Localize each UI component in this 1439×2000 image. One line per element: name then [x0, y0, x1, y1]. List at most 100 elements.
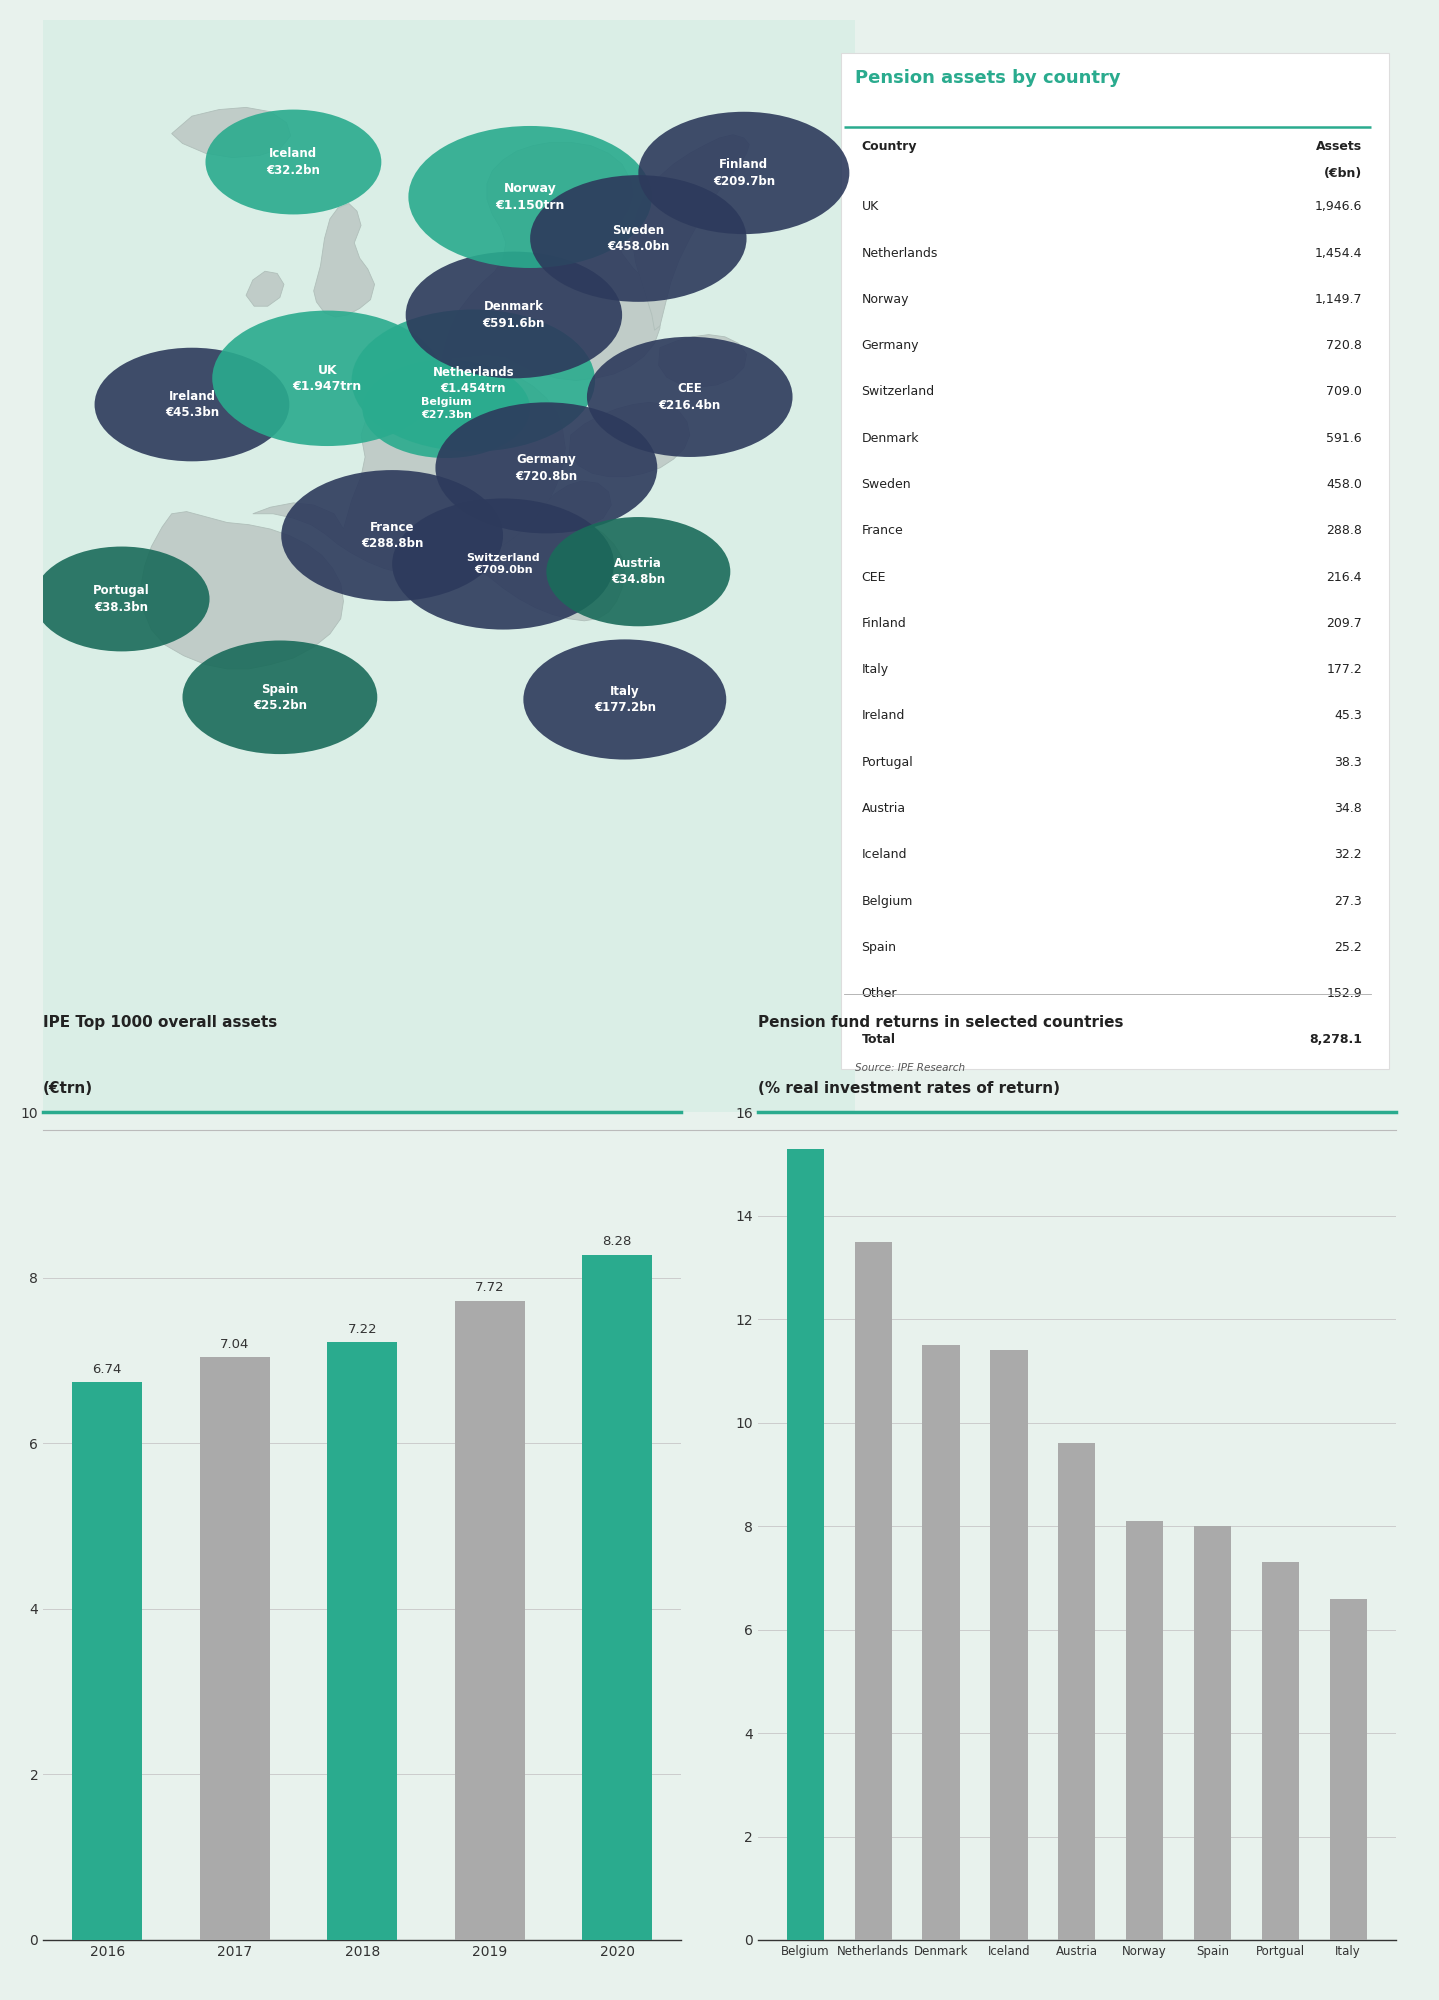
- Text: 32.2: 32.2: [1334, 848, 1361, 862]
- Polygon shape: [314, 204, 374, 318]
- Text: Ireland
€45.3bn: Ireland €45.3bn: [165, 390, 219, 420]
- Bar: [1330, 1598, 1367, 1940]
- Ellipse shape: [639, 112, 849, 234]
- Text: 288.8: 288.8: [1327, 524, 1361, 538]
- Text: 177.2: 177.2: [1327, 664, 1361, 676]
- Text: France
€288.8bn: France €288.8bn: [361, 520, 423, 550]
- Text: Sweden: Sweden: [862, 478, 911, 490]
- Polygon shape: [633, 134, 750, 330]
- Text: CEE
€216.4bn: CEE €216.4bn: [659, 382, 721, 412]
- Bar: [1194, 1526, 1232, 1940]
- Text: 458.0: 458.0: [1327, 478, 1361, 490]
- Ellipse shape: [393, 498, 614, 630]
- Text: 38.3: 38.3: [1334, 756, 1361, 768]
- Bar: [455, 1302, 525, 1940]
- Text: Iceland: Iceland: [862, 848, 907, 862]
- Text: Source: IPE Research: Source: IPE Research: [855, 1064, 966, 1074]
- Ellipse shape: [281, 470, 504, 602]
- Polygon shape: [246, 272, 283, 306]
- Bar: [200, 1358, 269, 1940]
- Ellipse shape: [95, 348, 289, 462]
- Text: Norway
€1.150trn: Norway €1.150trn: [495, 182, 566, 212]
- Text: 34.8: 34.8: [1334, 802, 1361, 814]
- Text: 216.4: 216.4: [1327, 570, 1361, 584]
- Text: 1,149.7: 1,149.7: [1314, 292, 1361, 306]
- Text: 209.7: 209.7: [1327, 616, 1361, 630]
- Text: IPE Top 1000 overall assets: IPE Top 1000 overall assets: [43, 1014, 278, 1030]
- Text: Ireland: Ireland: [862, 710, 905, 722]
- Text: Other: Other: [862, 988, 896, 1000]
- Text: 152.9: 152.9: [1327, 988, 1361, 1000]
- Polygon shape: [570, 402, 689, 476]
- Text: Netherlands
€1.454trn: Netherlands €1.454trn: [433, 366, 514, 396]
- Text: 591.6: 591.6: [1327, 432, 1361, 444]
- Ellipse shape: [436, 402, 658, 534]
- Text: Italy
€177.2bn: Italy €177.2bn: [594, 684, 656, 714]
- Bar: [922, 1346, 960, 1940]
- Text: Norway: Norway: [862, 292, 909, 306]
- Ellipse shape: [524, 640, 727, 760]
- Ellipse shape: [351, 310, 596, 452]
- Text: UK
€1.947trn: UK €1.947trn: [292, 364, 361, 394]
- FancyBboxPatch shape: [43, 20, 855, 1112]
- Bar: [1125, 1522, 1163, 1940]
- Text: 1,946.6: 1,946.6: [1315, 200, 1361, 214]
- Text: Switzerland: Switzerland: [862, 386, 935, 398]
- Bar: [1262, 1562, 1299, 1940]
- Text: 720.8: 720.8: [1327, 340, 1361, 352]
- Text: Iceland
€32.2bn: Iceland €32.2bn: [266, 148, 321, 176]
- Text: Denmark: Denmark: [862, 432, 920, 444]
- Text: 45.3: 45.3: [1334, 710, 1361, 722]
- Polygon shape: [253, 366, 566, 574]
- Text: Switzerland
€709.0bn: Switzerland €709.0bn: [466, 552, 540, 576]
- Text: 7.22: 7.22: [347, 1322, 377, 1336]
- Text: Germany: Germany: [862, 340, 920, 352]
- Bar: [855, 1242, 892, 1940]
- Bar: [787, 1148, 825, 1940]
- FancyBboxPatch shape: [842, 52, 1389, 1068]
- Polygon shape: [442, 142, 661, 380]
- Text: 27.3: 27.3: [1334, 894, 1361, 908]
- Bar: [1058, 1444, 1095, 1940]
- Text: Germany
€720.8bn: Germany €720.8bn: [515, 454, 577, 482]
- Polygon shape: [141, 512, 344, 668]
- Text: 7.72: 7.72: [475, 1282, 505, 1294]
- Text: Finland
€209.7bn: Finland €209.7bn: [712, 158, 776, 188]
- Text: Portugal
€38.3bn: Portugal €38.3bn: [94, 584, 150, 614]
- Text: (€bn): (€bn): [1324, 168, 1361, 180]
- Text: Assets: Assets: [1315, 140, 1361, 154]
- Text: Total: Total: [862, 1034, 895, 1046]
- Text: Sweden
€458.0bn: Sweden €458.0bn: [607, 224, 669, 254]
- Text: Portugal: Portugal: [862, 756, 914, 768]
- Bar: [583, 1254, 652, 1940]
- Ellipse shape: [212, 310, 442, 446]
- Text: Spain: Spain: [862, 940, 896, 954]
- Text: (% real investment rates of return): (% real investment rates of return): [758, 1080, 1059, 1096]
- Text: CEE: CEE: [862, 570, 886, 584]
- Text: Pension fund returns in selected countries: Pension fund returns in selected countri…: [758, 1014, 1124, 1030]
- Text: Belgium
€27.3bn: Belgium €27.3bn: [420, 398, 472, 420]
- Text: Pension assets by country: Pension assets by country: [855, 70, 1121, 88]
- Text: Austria
€34.8bn: Austria €34.8bn: [612, 556, 665, 586]
- Text: 25.2: 25.2: [1334, 940, 1361, 954]
- Ellipse shape: [33, 546, 210, 652]
- Text: Belgium: Belgium: [862, 894, 912, 908]
- Bar: [327, 1342, 397, 1940]
- Ellipse shape: [206, 110, 381, 214]
- Ellipse shape: [587, 336, 793, 456]
- Text: Italy: Italy: [862, 664, 889, 676]
- Text: Spain
€25.2bn: Spain €25.2bn: [253, 682, 307, 712]
- Text: Netherlands: Netherlands: [862, 246, 938, 260]
- Bar: [72, 1382, 142, 1940]
- Text: 709.0: 709.0: [1327, 386, 1361, 398]
- Ellipse shape: [183, 640, 377, 754]
- Text: Austria: Austria: [862, 802, 905, 814]
- Text: 7.04: 7.04: [220, 1338, 249, 1350]
- Polygon shape: [476, 480, 625, 620]
- Text: Country: Country: [862, 140, 917, 154]
- Ellipse shape: [406, 252, 622, 378]
- Text: 8.28: 8.28: [603, 1236, 632, 1248]
- Polygon shape: [659, 334, 747, 388]
- Text: Denmark
€591.6bn: Denmark €591.6bn: [482, 300, 545, 330]
- Text: 8,278.1: 8,278.1: [1309, 1034, 1361, 1046]
